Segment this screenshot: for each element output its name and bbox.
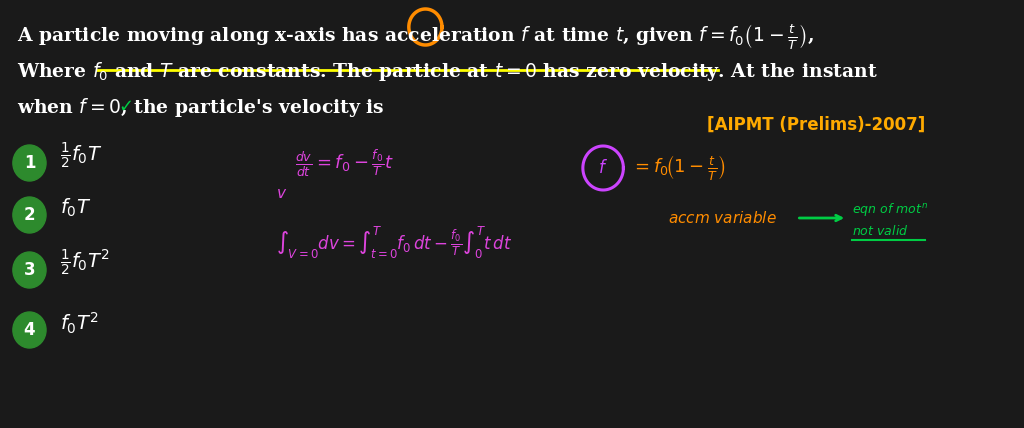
Circle shape bbox=[13, 197, 46, 233]
Text: $v$: $v$ bbox=[276, 185, 288, 200]
Text: $f$: $f$ bbox=[598, 159, 608, 177]
Text: $accm\ variable$: $accm\ variable$ bbox=[668, 210, 776, 226]
Circle shape bbox=[13, 312, 46, 348]
Text: $not\ valid$: $not\ valid$ bbox=[852, 224, 908, 238]
Text: 2: 2 bbox=[24, 206, 35, 224]
Text: $\frac{1}{2}f_0 T$: $\frac{1}{2}f_0 T$ bbox=[59, 141, 102, 171]
Circle shape bbox=[13, 252, 46, 288]
Text: $\frac{dv}{dt} = f_0 - \frac{f_0}{T}t$: $\frac{dv}{dt} = f_0 - \frac{f_0}{T}t$ bbox=[295, 147, 393, 179]
Text: Where $f_0$ and $T$ are constants. The particle at $t = 0$ has zero velocity. At: Where $f_0$ and $T$ are constants. The p… bbox=[16, 60, 878, 83]
Text: $eqn\ of\ mot^n$: $eqn\ of\ mot^n$ bbox=[852, 202, 928, 219]
Text: [AIPMT (Prelims)-2007]: [AIPMT (Prelims)-2007] bbox=[708, 116, 926, 134]
Text: $= f_0\!\left(1-\frac{t}{T}\right)$: $= f_0\!\left(1-\frac{t}{T}\right)$ bbox=[631, 154, 725, 182]
Circle shape bbox=[13, 145, 46, 181]
Text: 1: 1 bbox=[24, 154, 35, 172]
Text: $f_0 T$: $f_0 T$ bbox=[59, 197, 91, 219]
Text: 3: 3 bbox=[24, 261, 35, 279]
Text: 4: 4 bbox=[24, 321, 35, 339]
Text: $\int_{V=0}^{} dv = \int_{t=0}^{T} f_0\,dt - \frac{f_0}{T}\int_{0}^{T} t\,dt$: $\int_{V=0}^{} dv = \int_{t=0}^{T} f_0\,… bbox=[276, 225, 513, 261]
Text: $\frac{1}{2}f_0 T^2$: $\frac{1}{2}f_0 T^2$ bbox=[59, 248, 110, 278]
Text: $f_0 T^2$: $f_0 T^2$ bbox=[59, 310, 98, 336]
Text: $\checkmark$: $\checkmark$ bbox=[118, 97, 132, 115]
Text: when $f = 0$, the particle's velocity is: when $f = 0$, the particle's velocity is bbox=[16, 96, 384, 119]
Text: A particle moving along x-axis has acceleration $f$ at time $t$, given $f = f_0\: A particle moving along x-axis has accel… bbox=[16, 23, 813, 53]
